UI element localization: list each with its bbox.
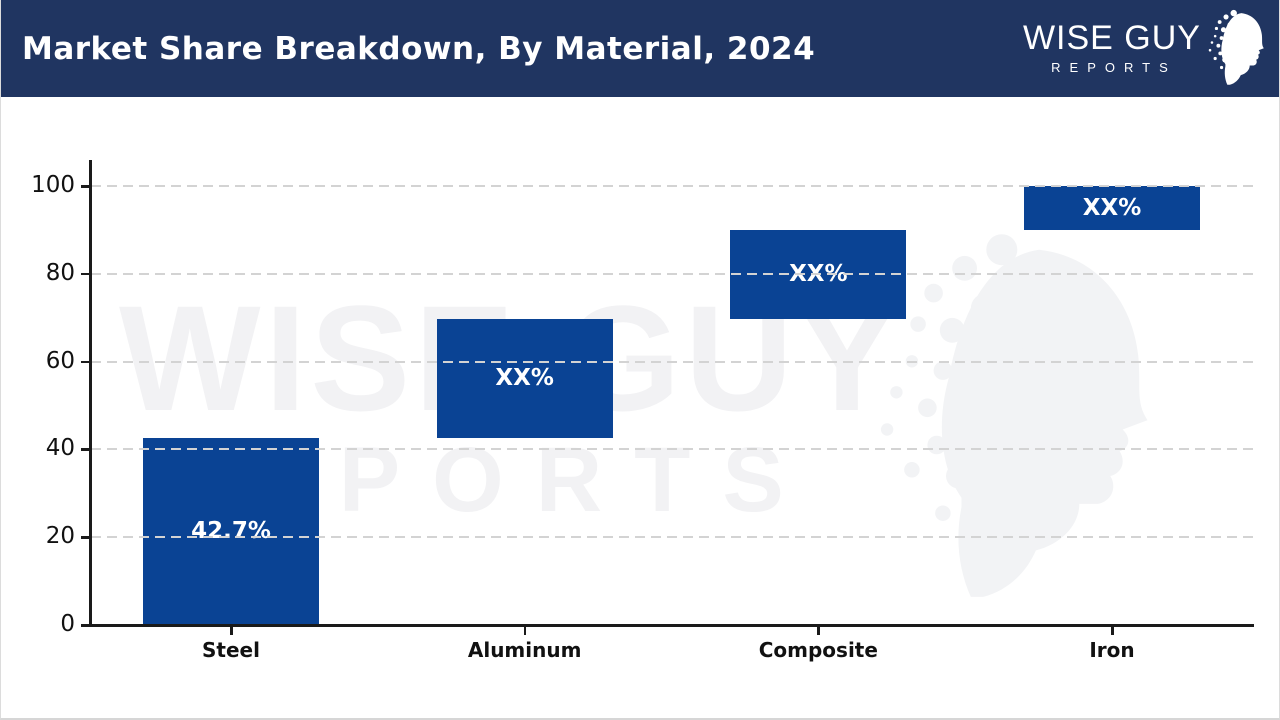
x-tick-mark-iron: [1111, 626, 1114, 635]
y-tick-mark-0: [81, 624, 89, 627]
y-tick-label-0: 0: [60, 611, 75, 637]
bar-steel: 42.7%: [143, 437, 319, 625]
bar-value-label: XX%: [495, 365, 554, 392]
wiseguy-logo: WISE GUY REPORTS: [1023, 6, 1267, 88]
y-tick-mark-80: [81, 272, 89, 276]
x-tick-mark-steel: [230, 626, 233, 635]
y-tick-label-40: 40: [45, 435, 75, 462]
gridline-100: [91, 185, 1254, 187]
gridline-80: [91, 272, 1254, 275]
bar-iron: XX%: [1024, 186, 1200, 230]
header-bar: Market Share Breakdown, By Material, 202…: [1, 0, 1279, 97]
x-tick-mark-aluminum: [523, 626, 527, 635]
gridline-20: [91, 536, 1254, 539]
x-tick-label-composite: Composite: [758, 638, 878, 662]
x-tick-label-aluminum: Aluminum: [467, 638, 582, 662]
x-tick-mark-composite: [817, 626, 820, 635]
logo-brand-sub: REPORTS: [1051, 60, 1177, 75]
y-axis-line: [89, 160, 92, 626]
y-tick-label-60: 60: [45, 347, 75, 374]
wiseguy-face-icon: [1208, 9, 1264, 85]
y-tick-mark-20: [81, 536, 89, 539]
bar-value-label: 42.7%: [191, 518, 271, 545]
gridline-60: [91, 360, 1254, 363]
x-tick-label-steel: Steel: [202, 638, 260, 662]
logo-brand-name: WISE GUY: [1022, 19, 1201, 57]
y-tick-mark-40: [81, 448, 89, 451]
bar-aluminum: XX%: [436, 319, 613, 438]
y-tick-label-100: 100: [31, 172, 75, 198]
wiseguy-logo-text: WISE GUY REPORTS: [1023, 19, 1201, 75]
y-tick-mark-60: [81, 360, 89, 364]
bar-value-label: XX%: [1082, 194, 1142, 221]
page-title: Market Share Breakdown, By Material, 202…: [22, 30, 816, 67]
x-tick-label-iron: Iron: [1089, 638, 1135, 662]
y-tick-label-20: 20: [45, 523, 75, 550]
y-tick-mark-100: [81, 185, 89, 188]
y-tick-label-80: 80: [45, 259, 75, 286]
x-axis-line: [88, 624, 1254, 627]
gridline-40: [91, 448, 1254, 451]
